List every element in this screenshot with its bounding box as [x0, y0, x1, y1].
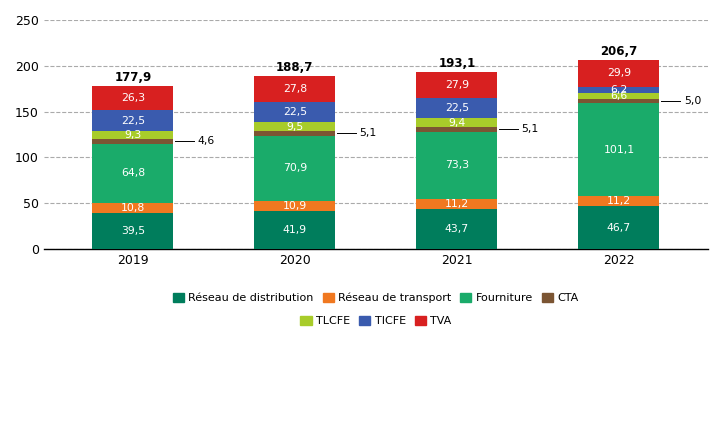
Bar	[416, 209, 497, 249]
Text: 6,2: 6,2	[610, 85, 628, 95]
Bar	[416, 98, 497, 118]
Text: 6,6: 6,6	[610, 91, 628, 101]
Bar	[254, 211, 335, 249]
Text: 5,1: 5,1	[359, 128, 377, 138]
Bar	[254, 136, 335, 201]
Bar	[93, 86, 174, 110]
Bar	[578, 87, 659, 93]
Text: 27,9: 27,9	[445, 80, 469, 90]
Bar	[578, 103, 659, 196]
Text: 10,9: 10,9	[283, 201, 307, 211]
Text: 27,8: 27,8	[283, 84, 307, 94]
Text: 9,5: 9,5	[286, 122, 304, 132]
Text: 26,3: 26,3	[121, 93, 145, 103]
Text: 5,0: 5,0	[684, 96, 701, 106]
Bar	[416, 132, 497, 199]
Text: 22,5: 22,5	[445, 103, 469, 113]
Bar	[93, 131, 174, 139]
Text: 5,1: 5,1	[522, 124, 539, 134]
Bar	[416, 72, 497, 98]
Text: 73,3: 73,3	[445, 160, 469, 170]
Bar	[93, 110, 174, 131]
Bar	[93, 143, 174, 203]
Text: 9,4: 9,4	[448, 117, 466, 128]
Text: 39,5: 39,5	[121, 226, 145, 236]
Text: 64,8: 64,8	[121, 168, 145, 178]
Bar	[254, 102, 335, 122]
Text: 22,5: 22,5	[283, 107, 307, 117]
Bar	[93, 203, 174, 213]
Text: 193,1: 193,1	[438, 57, 476, 70]
Text: 46,7: 46,7	[607, 223, 631, 233]
Text: 10,8: 10,8	[121, 203, 145, 213]
Text: 101,1: 101,1	[603, 145, 635, 155]
Bar	[254, 201, 335, 211]
Text: 22,5: 22,5	[121, 116, 145, 125]
Text: 9,3: 9,3	[124, 130, 142, 140]
Bar	[578, 196, 659, 206]
Bar	[93, 139, 174, 143]
Legend: TLCFE, TICFE, TVA: TLCFE, TICFE, TVA	[296, 311, 455, 330]
Text: 41,9: 41,9	[283, 225, 307, 235]
Bar	[578, 99, 659, 103]
Bar	[93, 213, 174, 249]
Bar	[416, 118, 497, 127]
Bar	[254, 76, 335, 102]
Bar	[254, 122, 335, 131]
Text: 70,9: 70,9	[283, 163, 307, 173]
Bar	[578, 206, 659, 249]
Text: 29,9: 29,9	[607, 68, 631, 78]
Text: 11,2: 11,2	[445, 199, 469, 209]
Bar	[578, 60, 659, 87]
Text: 43,7: 43,7	[445, 224, 469, 234]
Text: 177,9: 177,9	[114, 71, 152, 84]
Bar	[416, 199, 497, 209]
Text: 11,2: 11,2	[607, 196, 631, 206]
Bar	[254, 131, 335, 136]
Bar	[416, 127, 497, 132]
Text: 188,7: 188,7	[276, 61, 314, 74]
Text: 206,7: 206,7	[600, 45, 638, 58]
Text: 4,6: 4,6	[197, 136, 215, 147]
Bar	[578, 93, 659, 99]
